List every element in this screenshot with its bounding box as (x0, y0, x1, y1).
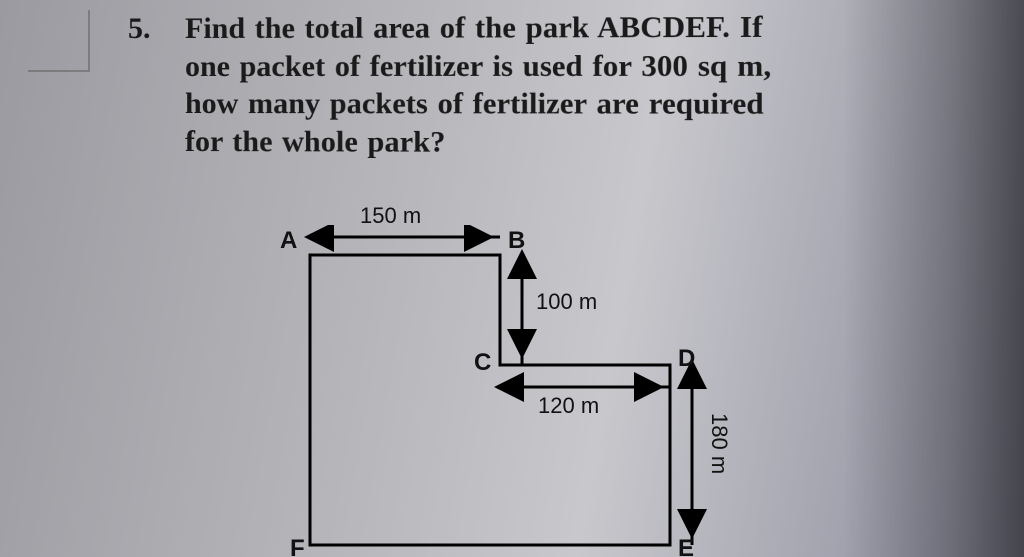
question-line-1: Find the total area of the park ABCDEF. … (185, 8, 968, 48)
question-line-4: for the whole park? (185, 123, 968, 163)
park-shape (290, 225, 760, 557)
question-line-3: how many packets of fertilizer are requi… (185, 85, 968, 124)
vertex-label-e: E (678, 535, 694, 557)
question-number: 5. (128, 12, 151, 46)
measure-de: 180 m (706, 413, 732, 474)
park-diagram: A B C D E F 150 m 100 m 120 m 180 m (230, 185, 790, 555)
vertex-label-c: C (474, 349, 491, 377)
measure-bc: 100 m (536, 289, 597, 315)
vertex-label-d: D (678, 345, 695, 373)
vertex-label-a: A (280, 227, 297, 255)
vertex-label-b: B (508, 227, 525, 255)
measure-cd: 120 m (538, 393, 599, 419)
park-polygon (310, 255, 670, 545)
question-line-2: one packet of fertilizer is used for 300… (185, 46, 968, 85)
question-text: Find the total area of the park ABCDEF. … (185, 8, 968, 163)
left-margin-box (28, 10, 90, 72)
vertex-label-f: F (290, 535, 305, 557)
measure-ab: 150 m (360, 203, 421, 229)
